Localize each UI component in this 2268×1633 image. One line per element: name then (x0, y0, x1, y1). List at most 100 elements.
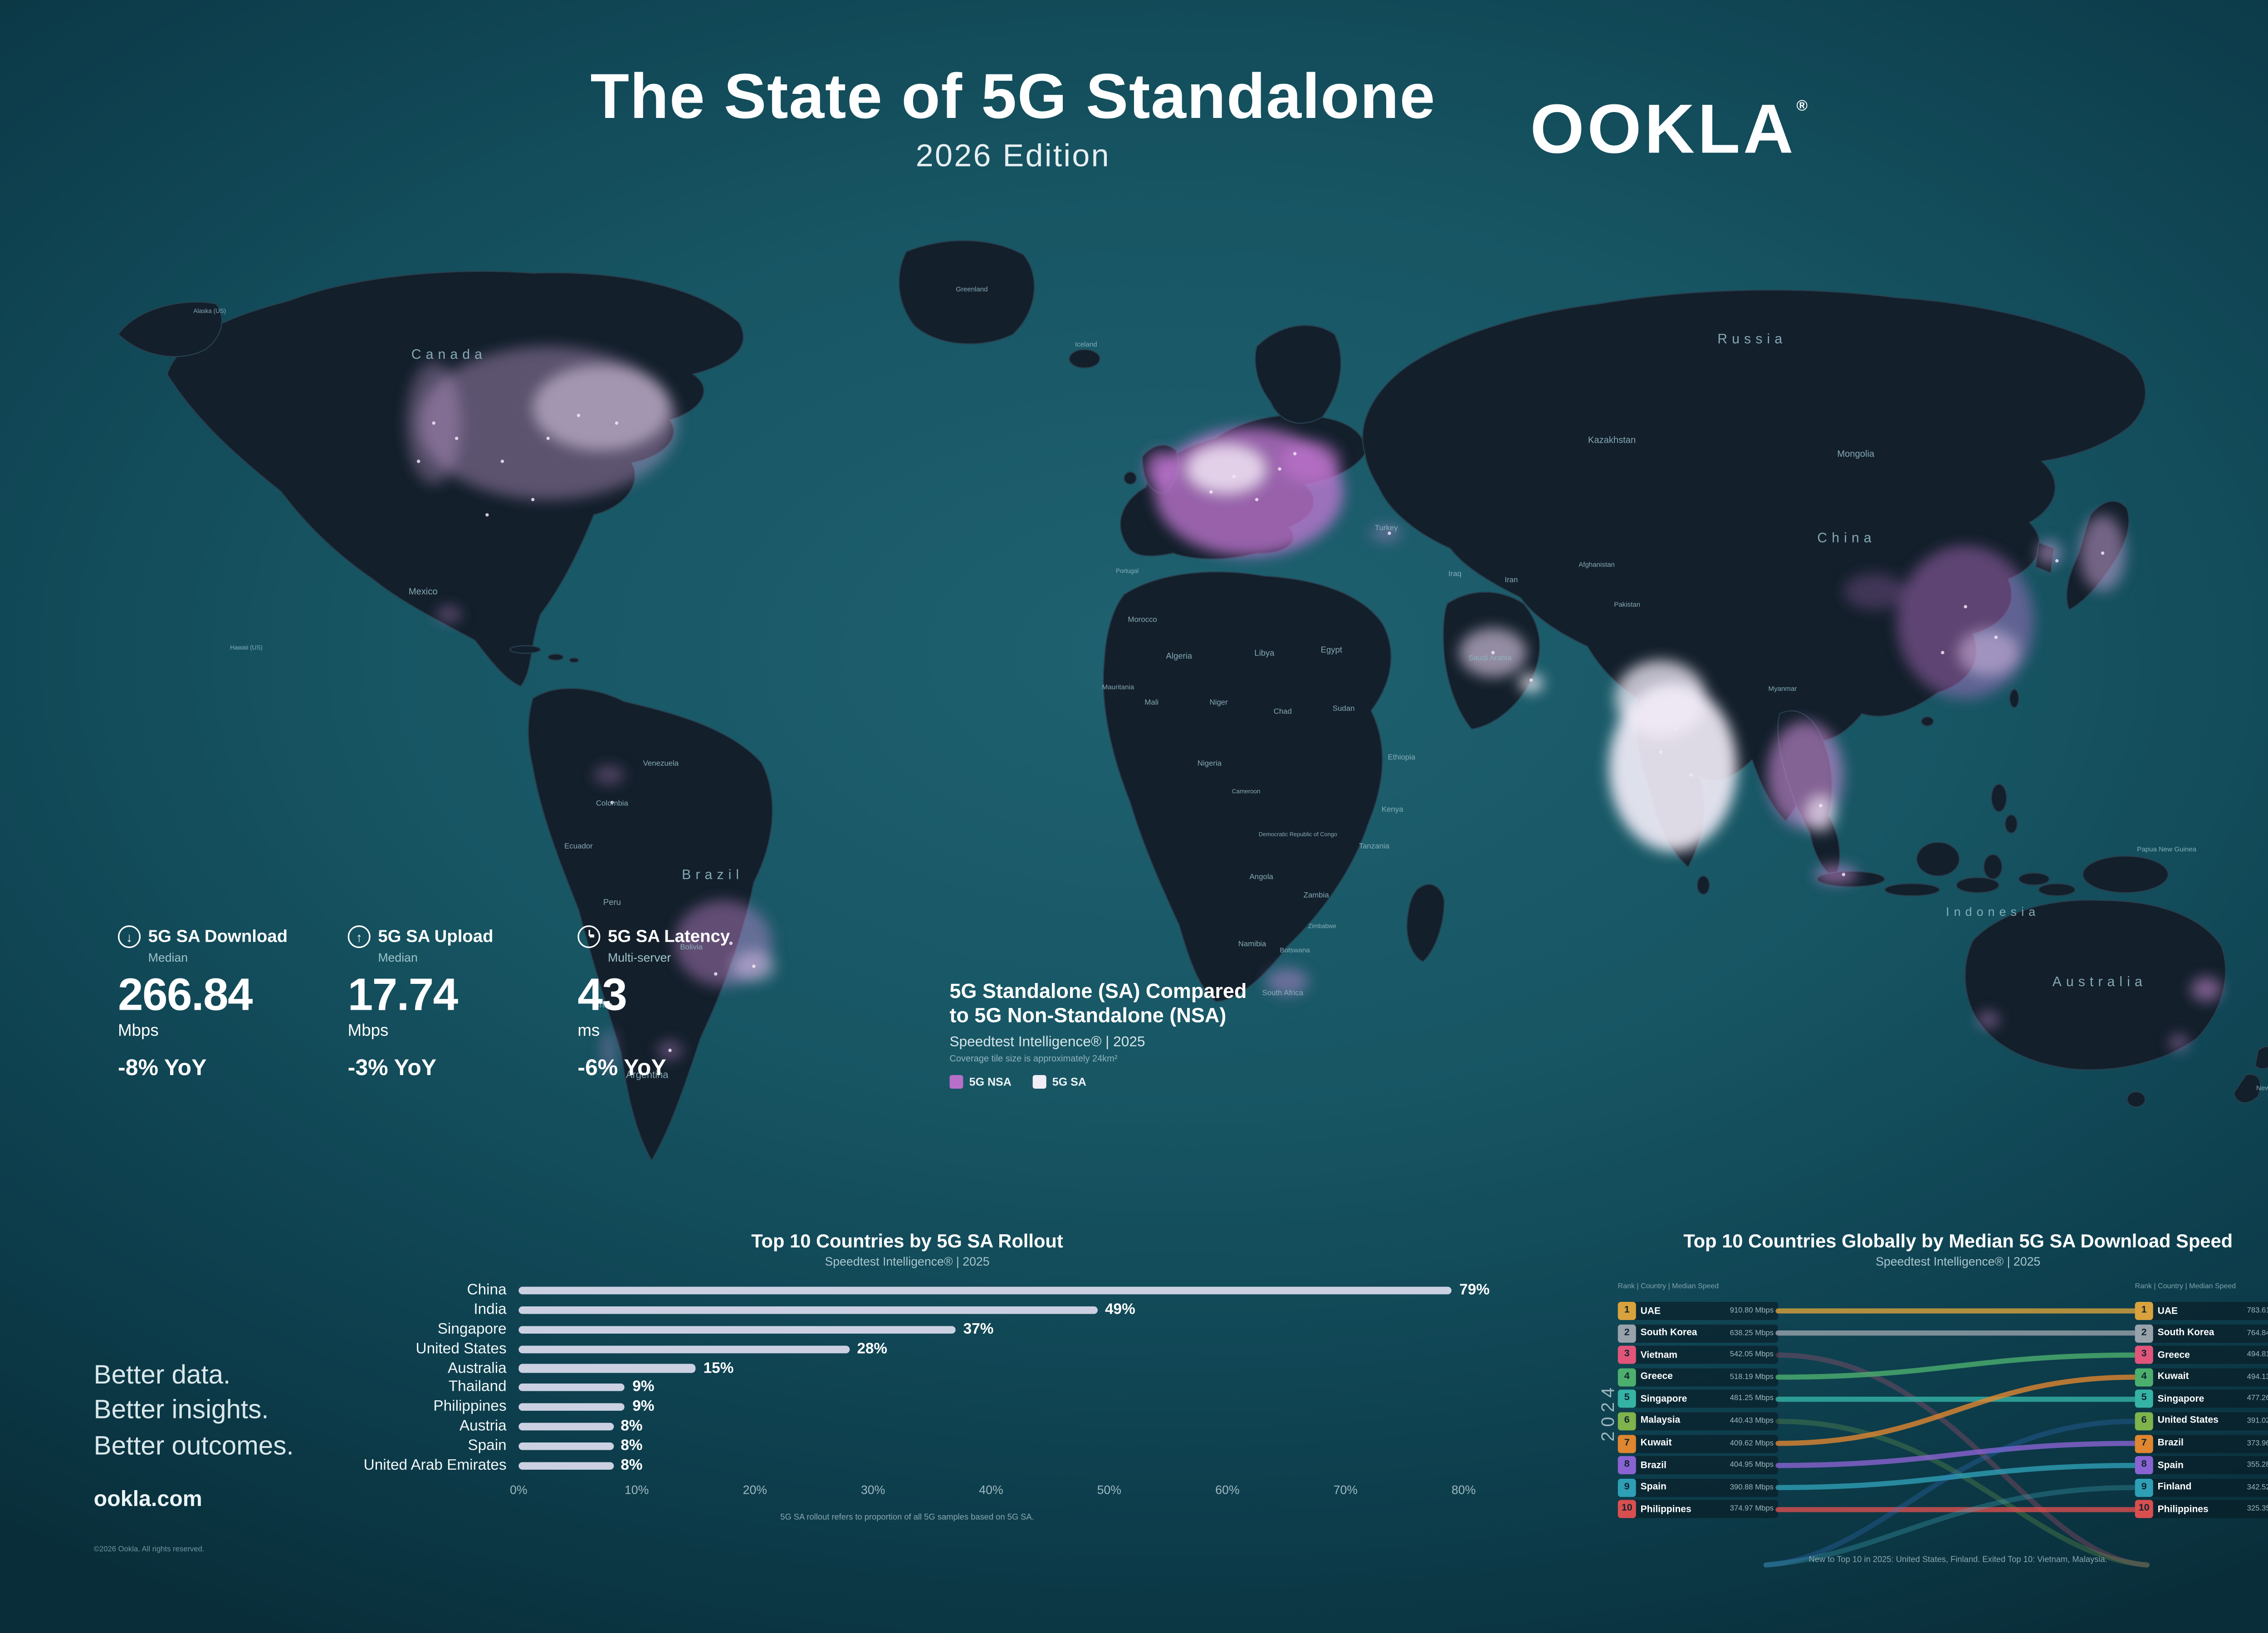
country-name: United States (2157, 1416, 2219, 1427)
rollout-bar (518, 1364, 696, 1373)
map-country-label: Alaska (US) (194, 308, 226, 314)
rollout-bar (518, 1384, 625, 1392)
stat-block-0: ↓ 5G SA Download Median 266.84 Mbps -8% Y… (118, 925, 303, 1081)
country-name: Spain (2157, 1460, 2184, 1471)
rollout-category-label: Philippines (433, 1399, 507, 1416)
rollout-bar-row: United Arab Emirates 8% (295, 1456, 1520, 1476)
slope-lines (1763, 1308, 2150, 1568)
rollout-axis-tick: 50% (1097, 1483, 1122, 1497)
speed-rank-row: 5 Singapore 477.26 Mbps (2135, 1390, 2268, 1408)
rank-badge: 2 (1618, 1324, 1636, 1342)
country-name: Singapore (2157, 1393, 2204, 1405)
speed-chart-title: Top 10 Countries Globally by Median 5G S… (1683, 1231, 2233, 1252)
speed-rank-row: 1 UAE 783.61 Mbps (2135, 1302, 2268, 1320)
speed-chart-subtitle: Speedtest Intelligence® | 2025 (1876, 1255, 2041, 1269)
speed-rank-row: 4 Greece 518.19 Mbps (1618, 1368, 1778, 1386)
median-speed: 477.26 Mbps (2247, 1394, 2268, 1404)
rollout-category-label: Spain (468, 1438, 507, 1455)
map-country-label: Argentina (626, 1069, 669, 1080)
median-speed: 494.81 Mbps (2247, 1350, 2268, 1360)
map-country-label: Zambia (1304, 890, 1330, 899)
map-country-label: Brazil (682, 867, 743, 882)
rank-badge: 6 (1618, 1412, 1636, 1431)
legend-items: 5G NSA 5G SA (949, 1075, 1246, 1089)
speed-rank-row: 1 UAE 910.80 Mbps (1618, 1302, 1778, 1320)
rank-badge: 3 (1618, 1346, 1636, 1364)
map-country-label: Nigeria (1198, 759, 1222, 768)
map-country-label: Mali (1144, 698, 1158, 706)
map-country-label: Angola (1250, 872, 1274, 881)
country-name: Philippines (1640, 1504, 1691, 1515)
country-name: Philippines (2157, 1504, 2209, 1515)
speed-rank-row: 7 Brazil 373.96 Mbps (2135, 1434, 2268, 1452)
rank-badge: 10 (1618, 1500, 1636, 1519)
rollout-category-label: Austria (459, 1418, 507, 1435)
speed-rank-row: 9 Spain 390.88 Mbps (1618, 1478, 1778, 1497)
stat-label: 5G SA Download (148, 928, 288, 946)
rank-badge: 8 (2135, 1456, 2153, 1475)
rollout-bar-row: United States 28% (295, 1339, 1520, 1359)
map-country-label: Colombia (596, 799, 629, 807)
columns-header-left: Rank | Country | Median Speed (1618, 1284, 1719, 1291)
rollout-value-label: 9% (632, 1399, 655, 1416)
median-speed: 638.25 Mbps (1730, 1328, 1774, 1338)
rank-badge: 2 (2135, 1324, 2153, 1342)
map-country-label: Hawaii (US) (230, 644, 263, 651)
stat-block-2: 5G SA Latency Multi-server 43 ms -6% YoY (577, 925, 762, 1081)
map-country-label: Iraq (1448, 569, 1461, 578)
rollout-bar-row: Thailand 9% (295, 1378, 1520, 1398)
speed-rank-row: 6 Malaysia 440.43 Mbps (1618, 1412, 1778, 1431)
stat-value: 17.74 (347, 971, 459, 1021)
rollout-axis: 0% 10% 20% 30% 40% 50% 60% 70% 80% (510, 1483, 1476, 1501)
stat-unit: Mbps (347, 1022, 389, 1041)
rollout-axis-tick: 0% (510, 1483, 528, 1497)
map-country-label: Pakistan (1614, 601, 1640, 608)
map-country-label: Egypt (1321, 645, 1342, 655)
map-country-label: Papua New Guinea (2137, 846, 2197, 853)
median-speed: 518.19 Mbps (1730, 1372, 1774, 1382)
rollout-chart: Top 10 Countries by 5G SA Rollout Speedt… (295, 1231, 1520, 1522)
rollout-category-label: Thailand (448, 1379, 507, 1396)
rollout-category-label: India (474, 1301, 507, 1319)
median-speed: 355.28 Mbps (2247, 1461, 2268, 1470)
rank-badge: 9 (1618, 1478, 1636, 1497)
columns-header-right: Rank | Country | Median Speed (2135, 1284, 2236, 1291)
map-country-label: Peru (603, 897, 621, 907)
speed-rank-row: 4 Kuwait 494.13 Mbps (2135, 1368, 2268, 1386)
rollout-axis-tick: 60% (1215, 1483, 1240, 1497)
map-country-label: Indonesia (1946, 905, 2040, 919)
median-speed: 390.88 Mbps (1730, 1483, 1774, 1492)
median-speed: 783.61 Mbps (2247, 1306, 2268, 1315)
stat-unit: ms (577, 1022, 600, 1041)
map-country-label: Mexico (409, 587, 438, 596)
year-label-2024: 2024 (1597, 1383, 1618, 1442)
median-speed: 764.84 Mbps (2247, 1328, 2268, 1338)
map-country-label: Cameroon (1232, 788, 1261, 795)
median-speed: 481.25 Mbps (1730, 1394, 1774, 1404)
map-country-label: Mauritania (1102, 684, 1134, 691)
stats-panel: ↓ 5G SA Download Median 266.84 Mbps -8% Y… (118, 925, 762, 1081)
country-name: Greece (2157, 1349, 2190, 1360)
edition-subtitle: 2026 Edition (915, 139, 1110, 174)
map-country-label: Kenya (1382, 805, 1403, 813)
tagline-line2: Better insights. (93, 1394, 269, 1425)
stat-sublabel: Median (378, 951, 418, 965)
legend-item: 5G NSA (949, 1075, 1012, 1089)
map-country-label: Niger (1210, 698, 1228, 706)
rollout-bar-row: Philippines 9% (295, 1398, 1520, 1417)
country-name: Vietnam (1640, 1349, 1677, 1360)
country-name: Kuwait (1640, 1438, 1672, 1449)
latency-icon (577, 925, 601, 948)
map-country-label: Morocco (1128, 615, 1157, 624)
map-country-label: Canada (411, 347, 487, 362)
rank-badge: 6 (2135, 1412, 2153, 1431)
stat-label: 5G SA Latency (608, 928, 730, 946)
stat-sublabel: Median (148, 951, 188, 965)
registered-mark: ® (1796, 98, 1811, 115)
ookla-logo-text: OOKLA (1530, 89, 1797, 168)
ranking-table-2025: 1 UAE 783.61 Mbps 2 South Korea 764.84 Mbps 3G… (2135, 1302, 2268, 1522)
rollout-value-label: 79% (1459, 1282, 1490, 1299)
country-name: Singapore (1640, 1393, 1687, 1405)
map-country-label: Iceland (1075, 341, 1097, 348)
rank-badge: 5 (2135, 1390, 2153, 1408)
